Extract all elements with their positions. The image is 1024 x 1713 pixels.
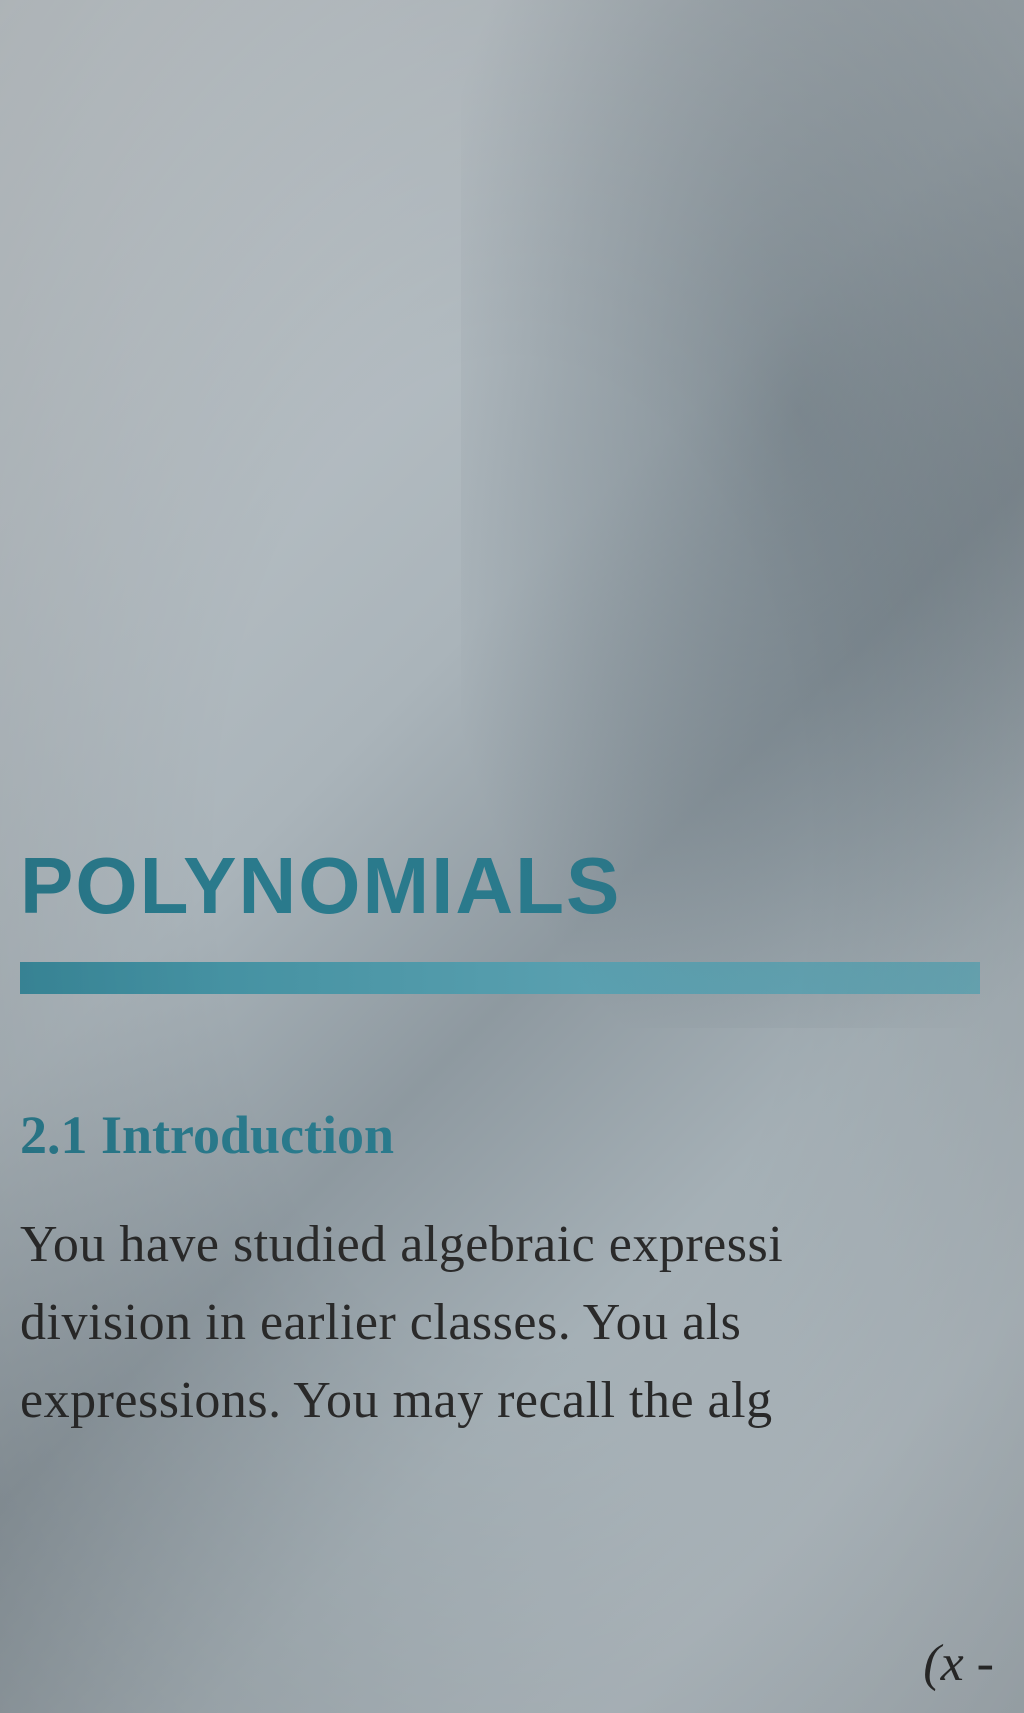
body-paragraph: You have studied algebraic expressi divi… bbox=[20, 1206, 1024, 1440]
section-heading: 2.1 Introduction bbox=[20, 1104, 1024, 1166]
body-line-3: expressions. You may recall the alg bbox=[20, 1362, 1024, 1440]
formula-fragment: (x - bbox=[923, 1634, 994, 1693]
body-line-1: You have studied algebraic expressi bbox=[20, 1206, 1024, 1284]
body-line-2: division in earlier classes. You als bbox=[20, 1284, 1024, 1362]
chapter-title: POLYNOMIALS bbox=[20, 840, 1024, 932]
textbook-page: POLYNOMIALS 2.1 Introduction You have st… bbox=[0, 0, 1024, 1713]
chapter-underline bbox=[20, 962, 980, 994]
